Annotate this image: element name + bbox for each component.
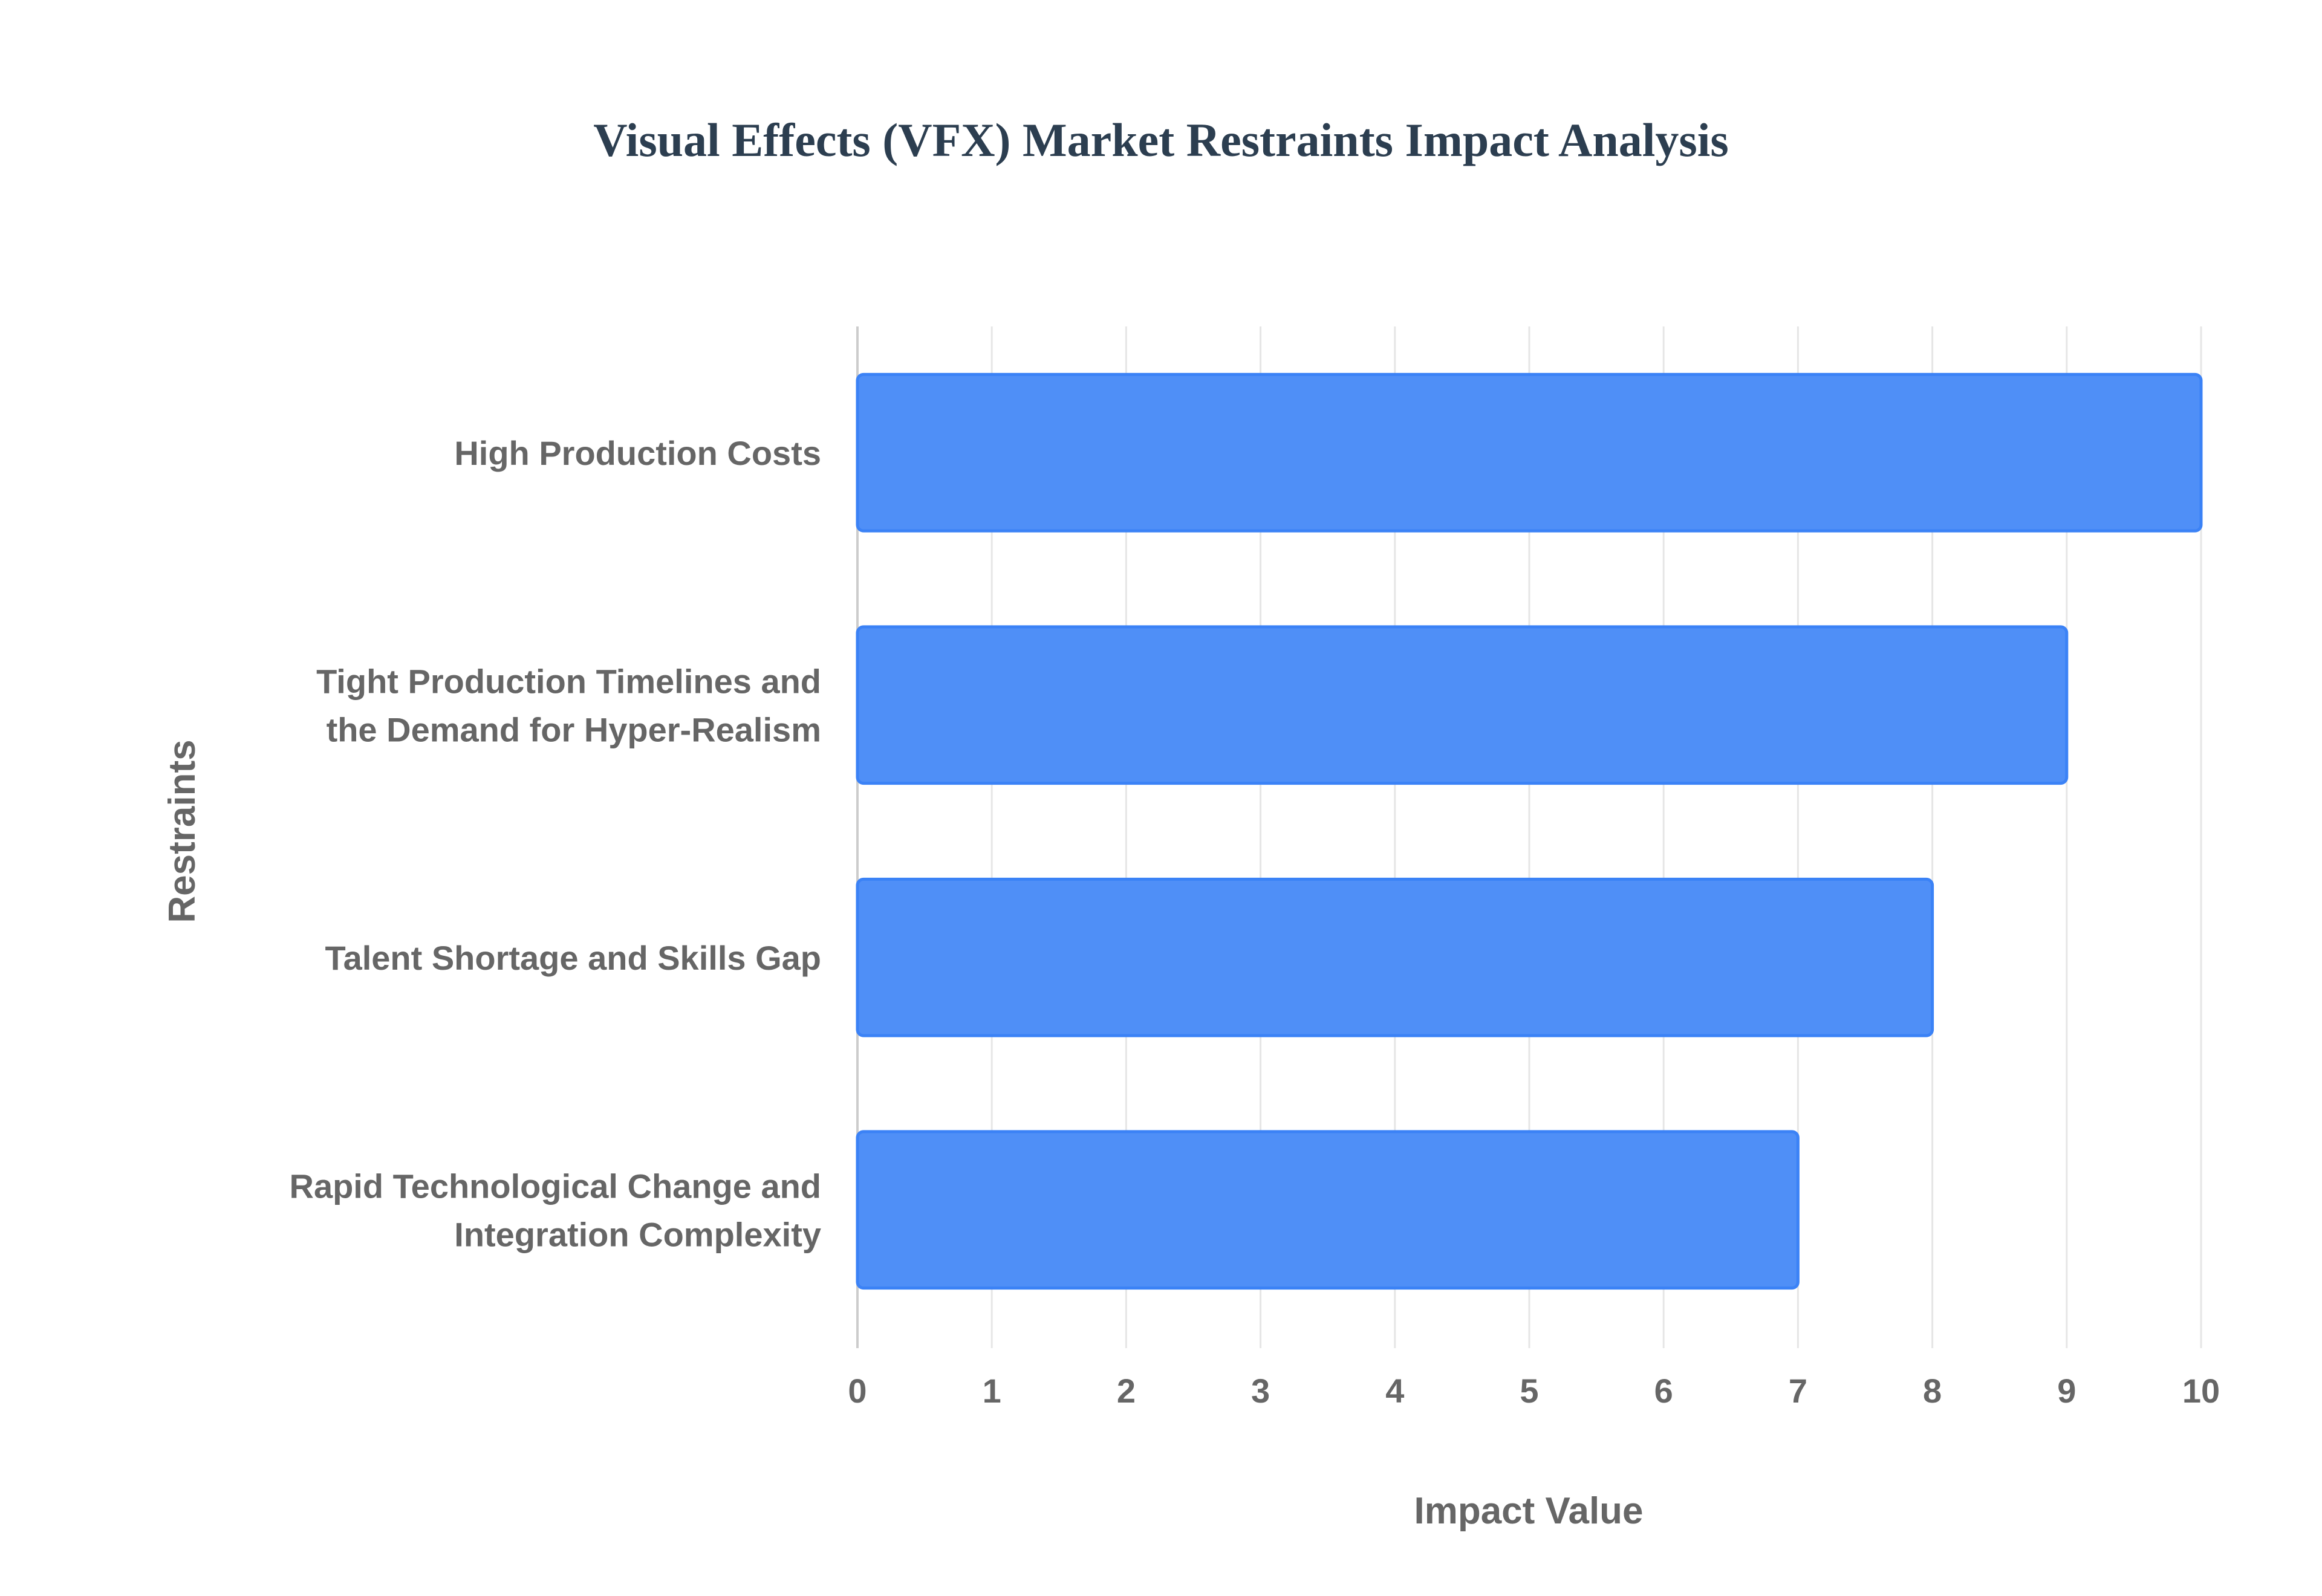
y-category-label-line: the Demand for Hyper-Realism	[327, 710, 821, 748]
y-category-label: Tight Production Timelines and the Demand…	[316, 662, 821, 748]
y-axis-categories: High Production Costs Tight Production Ti…	[290, 434, 821, 1254]
x-tick-label: 10	[2182, 1372, 2220, 1410]
y-category-label: Talent Shortage and Skills Gap	[325, 939, 821, 977]
bar	[856, 625, 2069, 785]
bar	[856, 877, 1934, 1037]
x-tick-label: 6	[1654, 1372, 1673, 1410]
x-axis-title: Impact Value	[1414, 1490, 1643, 1532]
x-tick-label: 9	[2057, 1372, 2076, 1410]
x-tick-label: 5	[1520, 1372, 1538, 1410]
y-category-label-line: Talent Shortage and Skills Gap	[325, 939, 821, 977]
x-tick-label: 4	[1385, 1372, 1404, 1410]
y-category-label-line: Tight Production Timelines and	[316, 662, 821, 700]
y-category-label-line: Rapid Technological Change and	[290, 1167, 821, 1205]
bars	[856, 372, 2203, 1290]
x-tick-label: 0	[848, 1372, 867, 1410]
x-tick-label: 2	[1117, 1372, 1136, 1410]
x-tick-label: 1	[983, 1372, 1001, 1410]
y-category-label-line: Integration Complexity	[454, 1215, 821, 1253]
x-tick-label: 8	[1923, 1372, 1942, 1410]
y-category-label: Rapid Technological Change and Integratio…	[290, 1167, 821, 1253]
y-category-label-line: High Production Costs	[454, 434, 821, 472]
y-axis-title: Restraints	[161, 739, 203, 923]
x-tick-label: 3	[1251, 1372, 1270, 1410]
bar	[856, 372, 2203, 533]
x-axis-ticks: 0 1 2 3 4 5 6 7 8 9 10	[848, 1372, 2220, 1410]
y-category-label: High Production Costs	[454, 434, 821, 472]
chart-title: Visual Effects (VFX) Market Restraints I…	[593, 114, 1729, 166]
x-tick-label: 7	[1789, 1372, 1807, 1410]
bar	[856, 1130, 1800, 1290]
